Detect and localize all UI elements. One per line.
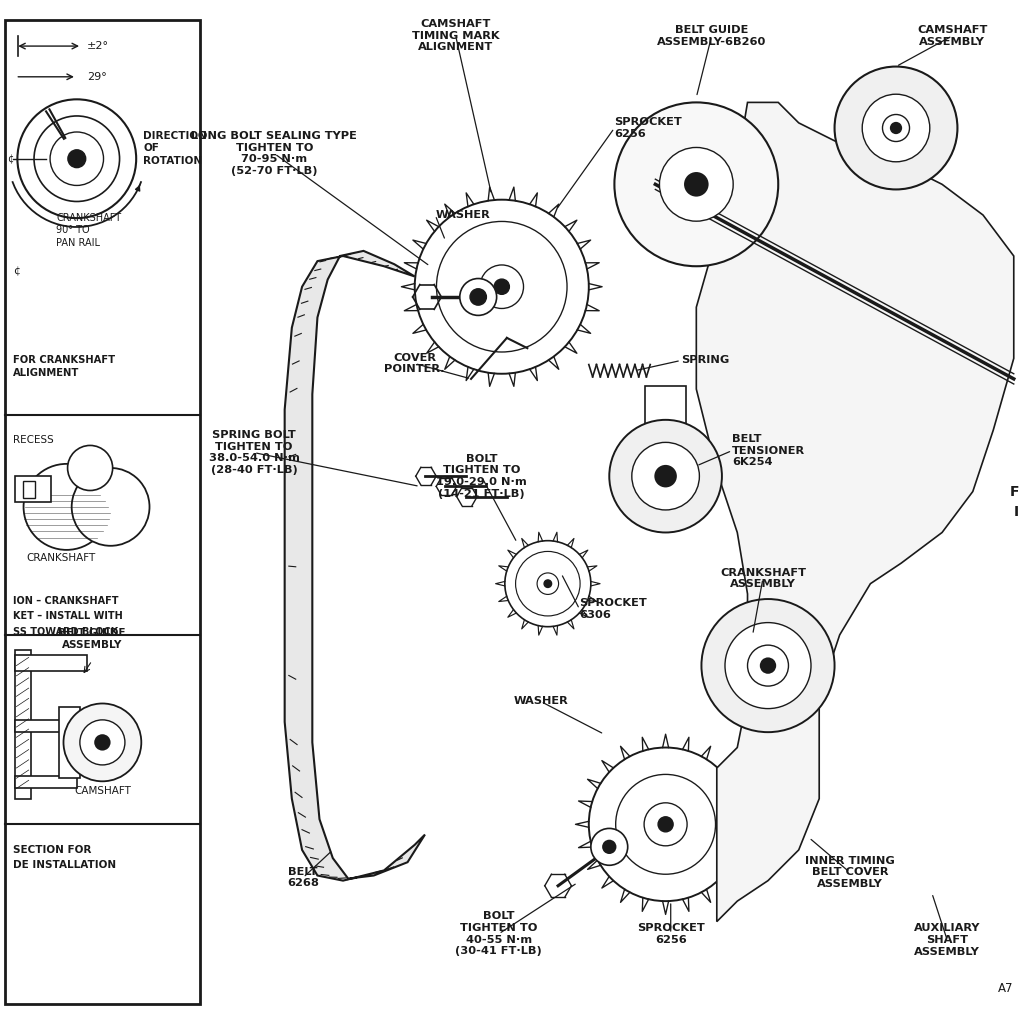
- Text: INNER TIMING
BELT COVER
ASSEMBLY: INNER TIMING BELT COVER ASSEMBLY: [805, 856, 895, 889]
- Text: I: I: [1014, 505, 1019, 519]
- Circle shape: [591, 828, 628, 865]
- Circle shape: [684, 172, 709, 197]
- Bar: [15, 476, 51, 502]
- Polygon shape: [696, 102, 1014, 922]
- Bar: [15, 720, 72, 732]
- Text: SPROCKET
6256: SPROCKET 6256: [614, 117, 682, 139]
- Circle shape: [544, 580, 552, 588]
- Text: CAMSHAFT
TIMING MARK
ALIGNMENT: CAMSHAFT TIMING MARK ALIGNMENT: [412, 19, 500, 52]
- Text: DE INSTALLATION: DE INSTALLATION: [13, 860, 117, 870]
- Text: KET – INSTALL WITH: KET – INSTALL WITH: [13, 611, 123, 622]
- Circle shape: [701, 599, 835, 732]
- Circle shape: [94, 734, 111, 751]
- Circle shape: [80, 720, 125, 765]
- Circle shape: [835, 67, 957, 189]
- Circle shape: [890, 122, 902, 134]
- Text: SPROCKET
6256: SPROCKET 6256: [637, 923, 705, 945]
- Circle shape: [470, 289, 486, 305]
- Text: BELT
6268: BELT 6268: [287, 866, 319, 889]
- Text: ION – CRANKSHAFT: ION – CRANKSHAFT: [13, 596, 119, 606]
- Text: AUXILIARY
SHAFT
ASSEMBLY: AUXILIARY SHAFT ASSEMBLY: [914, 924, 980, 956]
- Text: CRANKSHAFT
ASSEMBLY: CRANKSHAFT ASSEMBLY: [720, 567, 806, 590]
- Polygon shape: [285, 251, 425, 881]
- Text: WASHER: WASHER: [435, 210, 489, 220]
- Circle shape: [460, 279, 497, 315]
- Circle shape: [862, 94, 930, 162]
- Bar: [645, 385, 686, 436]
- Circle shape: [63, 703, 141, 781]
- Circle shape: [659, 147, 733, 221]
- Text: FOR CRANKSHAFT
ALIGNMENT: FOR CRANKSHAFT ALIGNMENT: [13, 355, 116, 378]
- Text: RECESS: RECESS: [13, 435, 54, 445]
- Text: BOLT
TIGHTEN TO
40-55 N·m
(30-41 FT·LB): BOLT TIGHTEN TO 40-55 N·m (30-41 FT·LB): [456, 911, 542, 956]
- Circle shape: [495, 280, 509, 294]
- FancyBboxPatch shape: [5, 20, 200, 1004]
- Text: CAMSHAFT
ASSEMBLY: CAMSHAFT ASSEMBLY: [918, 25, 987, 47]
- Circle shape: [654, 465, 677, 487]
- Text: SS TOWARD BLOCK: SS TOWARD BLOCK: [13, 627, 119, 637]
- Bar: [59, 707, 80, 778]
- Circle shape: [602, 840, 616, 854]
- Text: BOLT
TIGHTEN TO
19.0-29.0 N·m
(14-21 FT·LB): BOLT TIGHTEN TO 19.0-29.0 N·m (14-21 FT·…: [436, 454, 526, 499]
- Circle shape: [748, 645, 788, 686]
- Text: CRANKSHAFT: CRANKSHAFT: [27, 553, 96, 563]
- Circle shape: [609, 420, 722, 532]
- Text: SPROCKET
6306: SPROCKET 6306: [580, 598, 647, 621]
- Circle shape: [72, 468, 150, 546]
- Text: WASHER: WASHER: [513, 696, 568, 707]
- Text: BELT GUIDE
ASSEMBLY: BELT GUIDE ASSEMBLY: [58, 628, 126, 650]
- Circle shape: [883, 115, 909, 141]
- Text: ±2°: ±2°: [87, 41, 109, 51]
- Circle shape: [760, 657, 776, 674]
- Bar: [15, 650, 31, 799]
- Bar: [15, 776, 77, 788]
- Text: LONG BOLT SEALING TYPE
TIGHTEN TO
70-95 N·m
(52-70 FT·LB): LONG BOLT SEALING TYPE TIGHTEN TO 70-95 …: [191, 131, 357, 176]
- Text: COVER
POINTER.: COVER POINTER.: [384, 352, 445, 375]
- Text: DIRECTION
OF
ROTATION: DIRECTION OF ROTATION: [143, 131, 207, 166]
- Bar: [23, 481, 35, 498]
- Text: SPRING BOLT
TIGHTEN TO
38.0-54.0 N·m
(28-40 FT·LB): SPRING BOLT TIGHTEN TO 38.0-54.0 N·m (28…: [209, 430, 299, 475]
- Circle shape: [632, 442, 699, 510]
- Text: SECTION FOR: SECTION FOR: [13, 845, 92, 855]
- Text: CRANKSHAFT
90° TO
PAN RAIL: CRANKSHAFT 90° TO PAN RAIL: [56, 213, 122, 248]
- Bar: [15, 655, 87, 671]
- Circle shape: [68, 445, 113, 490]
- Text: ¢: ¢: [7, 154, 13, 164]
- Circle shape: [24, 464, 110, 550]
- Text: F: F: [1010, 484, 1019, 499]
- Text: SPRING: SPRING: [681, 355, 729, 366]
- Text: ¢: ¢: [13, 266, 20, 276]
- Text: CAMSHAFT: CAMSHAFT: [74, 786, 131, 797]
- Text: BELT GUIDE
ASSEMBLY-6B260: BELT GUIDE ASSEMBLY-6B260: [657, 25, 766, 47]
- Circle shape: [658, 817, 673, 831]
- Circle shape: [614, 102, 778, 266]
- Circle shape: [68, 150, 86, 168]
- Text: 29°: 29°: [87, 72, 106, 82]
- Text: A7: A7: [998, 982, 1014, 995]
- Text: BELT
TENSIONER
6K254: BELT TENSIONER 6K254: [732, 434, 805, 467]
- Circle shape: [725, 623, 811, 709]
